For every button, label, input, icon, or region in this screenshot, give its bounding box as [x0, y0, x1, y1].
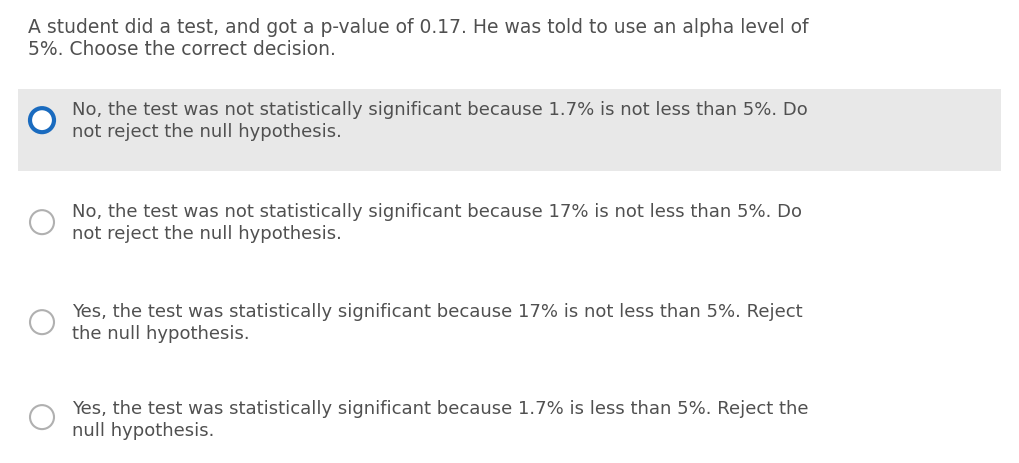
- Circle shape: [30, 211, 54, 235]
- Text: Yes, the test was statistically significant because 1.7% is less than 5%. Reject: Yes, the test was statistically signific…: [72, 400, 808, 418]
- Circle shape: [30, 311, 54, 334]
- Text: not reject the null hypothesis.: not reject the null hypothesis.: [72, 123, 342, 141]
- Text: 5%. Choose the correct decision.: 5%. Choose the correct decision.: [28, 40, 336, 59]
- Text: the null hypothesis.: the null hypothesis.: [72, 325, 250, 343]
- Text: No, the test was not statistically significant because 1.7% is not less than 5%.: No, the test was not statistically signi…: [72, 101, 808, 119]
- Text: null hypothesis.: null hypothesis.: [72, 421, 214, 439]
- Circle shape: [30, 109, 54, 133]
- Text: A student did a test, and got a p-value of 0.17. He was told to use an alpha lev: A student did a test, and got a p-value …: [28, 18, 808, 37]
- Text: Yes, the test was statistically significant because 17% is not less than 5%. Rej: Yes, the test was statistically signific…: [72, 303, 803, 321]
- Text: No, the test was not statistically significant because 17% is not less than 5%. : No, the test was not statistically signi…: [72, 203, 802, 221]
- Text: not reject the null hypothesis.: not reject the null hypothesis.: [72, 225, 342, 243]
- Bar: [18, 90, 1001, 172]
- Circle shape: [30, 405, 54, 429]
